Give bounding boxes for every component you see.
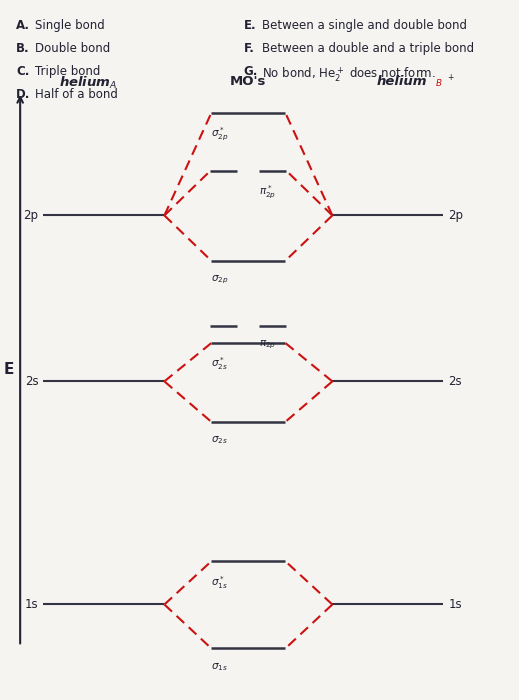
Text: $\sigma^*_{2s}$: $\sigma^*_{2s}$ — [211, 356, 228, 372]
Text: Between a single and double bond: Between a single and double bond — [262, 19, 467, 32]
Text: $\sigma^*_{1s}$: $\sigma^*_{1s}$ — [211, 574, 228, 591]
Text: D.: D. — [16, 88, 31, 101]
Text: $\sigma^*_{2p}$: $\sigma^*_{2p}$ — [211, 125, 229, 143]
Text: $\sigma_{2p}$: $\sigma_{2p}$ — [211, 273, 229, 286]
Text: MO's: MO's — [230, 75, 267, 88]
Text: E: E — [4, 362, 15, 377]
Text: $\sigma_{1s}$: $\sigma_{1s}$ — [211, 661, 228, 673]
Text: helium: helium — [376, 75, 427, 88]
Text: $^+$: $^+$ — [446, 74, 455, 83]
Text: 2p: 2p — [23, 209, 38, 222]
Text: 2s: 2s — [448, 375, 462, 388]
Text: 2s: 2s — [25, 375, 38, 388]
Text: G.: G. — [243, 65, 258, 78]
Text: B.: B. — [16, 42, 30, 55]
Text: Single bond: Single bond — [35, 19, 105, 32]
Text: Half of a bond: Half of a bond — [35, 88, 118, 101]
Text: Triple bond: Triple bond — [35, 65, 100, 78]
Text: A.: A. — [16, 19, 30, 32]
Text: helium$_A$: helium$_A$ — [59, 75, 117, 91]
Text: No bond, He$_2^+$ does not form.: No bond, He$_2^+$ does not form. — [262, 65, 436, 83]
Text: Double bond: Double bond — [35, 42, 110, 55]
Text: 1s: 1s — [448, 598, 462, 611]
Text: 1s: 1s — [25, 598, 38, 611]
Text: 2p: 2p — [448, 209, 463, 222]
Text: $\sigma_{2s}$: $\sigma_{2s}$ — [211, 435, 228, 446]
Text: $\pi_{2p}$: $\pi_{2p}$ — [259, 338, 276, 351]
Text: $_B$: $_B$ — [435, 76, 443, 89]
Text: E.: E. — [243, 19, 256, 32]
Text: F.: F. — [243, 42, 254, 55]
Text: Between a double and a triple bond: Between a double and a triple bond — [262, 42, 474, 55]
Text: C.: C. — [16, 65, 30, 78]
Text: $\pi^*_{2p}$: $\pi^*_{2p}$ — [259, 183, 276, 201]
